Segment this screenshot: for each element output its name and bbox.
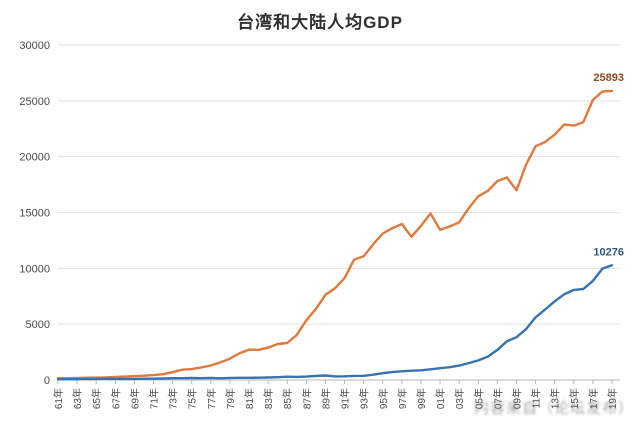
x-tick-label: 73年 (167, 388, 180, 409)
x-tick-label: 97年 (396, 388, 409, 409)
y-tick-label: 15000 (19, 208, 50, 220)
x-tick-label: 83年 (262, 388, 275, 409)
x-tick-label: 81年 (243, 388, 256, 409)
x-tick-label: 09年 (510, 388, 523, 409)
x-tick-label: 85年 (281, 388, 294, 409)
series-end-label-0: 25893 (593, 72, 624, 84)
series-end-label-1: 10276 (593, 246, 624, 258)
y-tick-label: 30000 (19, 40, 50, 52)
x-tick-label: 71年 (148, 388, 161, 409)
x-tick-label: 65年 (90, 388, 103, 409)
x-tick-label: 77年 (205, 388, 218, 409)
x-tick-label: 63年 (71, 388, 84, 409)
x-tick-label: 67年 (109, 388, 122, 409)
x-tick-label: 89年 (319, 388, 332, 409)
x-tick-label: 99年 (415, 388, 428, 409)
y-tick-label: 25000 (19, 96, 50, 108)
x-tick-label: 91年 (339, 388, 352, 409)
y-tick-label: 10000 (19, 263, 50, 275)
x-tick-label: 05年 (472, 388, 485, 409)
x-tick-label: 95年 (377, 388, 390, 409)
y-tick-label: 20000 (19, 152, 50, 164)
y-tick-label: 5000 (26, 319, 50, 331)
x-tick-label: 87年 (300, 388, 313, 409)
x-tick-label: 03年 (453, 388, 466, 409)
series-line-1 (56, 264, 614, 381)
series-line-0 (56, 89, 614, 380)
x-tick-label: 13年 (549, 388, 562, 409)
x-tick-label: 11年 (530, 388, 543, 408)
x-tick-label: 17年 (587, 388, 600, 409)
x-tick-label: 75年 (186, 388, 199, 409)
x-tick-label: 93年 (358, 388, 371, 409)
y-tick-label: 0 (44, 375, 50, 387)
x-tick-label: 79年 (224, 388, 237, 409)
x-tick-label: 61年 (52, 388, 65, 409)
x-tick-label: 07年 (491, 388, 504, 409)
x-tick-label: 19年 (606, 388, 619, 409)
x-tick-label: 69年 (128, 388, 141, 409)
x-tick-label: 01年 (434, 388, 447, 409)
chart-title: 台湾和大陆人均GDP (237, 13, 403, 32)
x-tick-label: 15年 (568, 388, 581, 409)
